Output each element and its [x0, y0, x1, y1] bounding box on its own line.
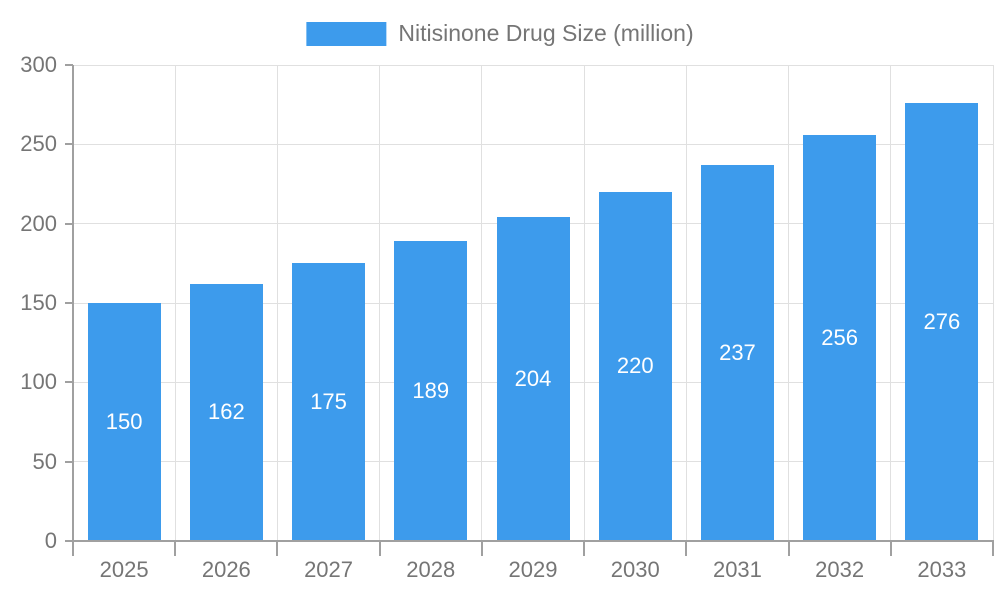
x-axis-tick — [480, 541, 483, 556]
gridline-vertical — [890, 65, 892, 541]
y-axis-label: 0 — [44, 528, 57, 553]
y-axis-label: 150 — [20, 290, 57, 315]
bar-value-label: 175 — [310, 389, 347, 415]
x-axis-tick — [378, 541, 381, 556]
x-axis-tick — [72, 541, 74, 556]
gridline-vertical — [788, 65, 790, 541]
x-axis-label: 2030 — [610, 557, 660, 582]
x-axis-label: 2032 — [815, 557, 865, 582]
gridline-vertical — [992, 65, 994, 541]
x-axis-label: 2029 — [508, 557, 558, 582]
x-axis-label: 2026 — [201, 557, 251, 582]
x-axis-label: 2027 — [304, 557, 354, 582]
y-axis-label: 200 — [20, 210, 57, 236]
y-axis-tick — [65, 460, 73, 463]
bar[interactable]: 237 — [700, 164, 774, 541]
bar[interactable]: 256 — [803, 134, 877, 541]
x-axis-label: 2025 — [99, 557, 149, 582]
y-axis-label: 300 — [20, 52, 57, 77]
x-axis-tick — [787, 541, 790, 556]
y-axis-tick — [65, 222, 73, 225]
bar[interactable]: 150 — [87, 303, 161, 541]
bar[interactable]: 204 — [496, 217, 570, 541]
legend[interactable]: Nitisinone Drug Size (million) — [306, 20, 694, 47]
y-axis-label: 250 — [20, 131, 57, 157]
gridline-horizontal — [73, 143, 993, 145]
gridline-vertical — [481, 65, 483, 541]
bar-value-label: 256 — [821, 324, 859, 350]
y-axis-tick — [65, 381, 73, 384]
gridline-vertical — [685, 65, 687, 541]
gridline-vertical — [276, 65, 278, 541]
gridline-vertical — [379, 65, 381, 541]
bar-value-label: 162 — [207, 399, 245, 425]
bar-value-label: 276 — [923, 309, 961, 335]
x-axis-label: 2028 — [406, 557, 456, 582]
x-axis-tick — [685, 541, 688, 556]
x-axis-tick — [889, 541, 892, 556]
y-axis-tick — [65, 143, 73, 146]
bar[interactable]: 220 — [598, 191, 672, 541]
x-axis-label: 2031 — [712, 557, 762, 582]
x-axis-tick — [174, 541, 177, 556]
bar[interactable]: 189 — [394, 241, 468, 541]
legend-label: Nitisinone Drug Size (million) — [398, 20, 694, 46]
x-axis-tick — [992, 541, 994, 556]
gridline-vertical — [174, 65, 176, 541]
legend-swatch-icon — [306, 21, 387, 46]
x-axis-tick — [583, 541, 586, 556]
bar[interactable]: 276 — [905, 103, 979, 541]
bar-value-label: 150 — [105, 409, 143, 434]
x-axis-tick — [276, 541, 279, 556]
x-axis-label: 2033 — [917, 557, 967, 582]
y-axis-label: 100 — [20, 369, 57, 395]
bar-value-label: 204 — [514, 366, 552, 392]
y-axis-tick — [65, 64, 73, 66]
bar-value-label: 189 — [412, 378, 450, 404]
bar[interactable]: 162 — [189, 283, 263, 541]
gridline-horizontal — [73, 64, 993, 66]
x-axis-line — [72, 540, 994, 542]
y-axis-label: 50 — [32, 448, 57, 474]
y-axis-line — [72, 65, 74, 541]
bar-value-label: 237 — [719, 339, 756, 365]
bar[interactable]: 175 — [292, 263, 366, 541]
y-axis-tick — [65, 540, 73, 542]
y-axis-tick — [65, 302, 73, 304]
gridline-vertical — [583, 65, 585, 541]
bar-value-label: 220 — [616, 353, 654, 379]
